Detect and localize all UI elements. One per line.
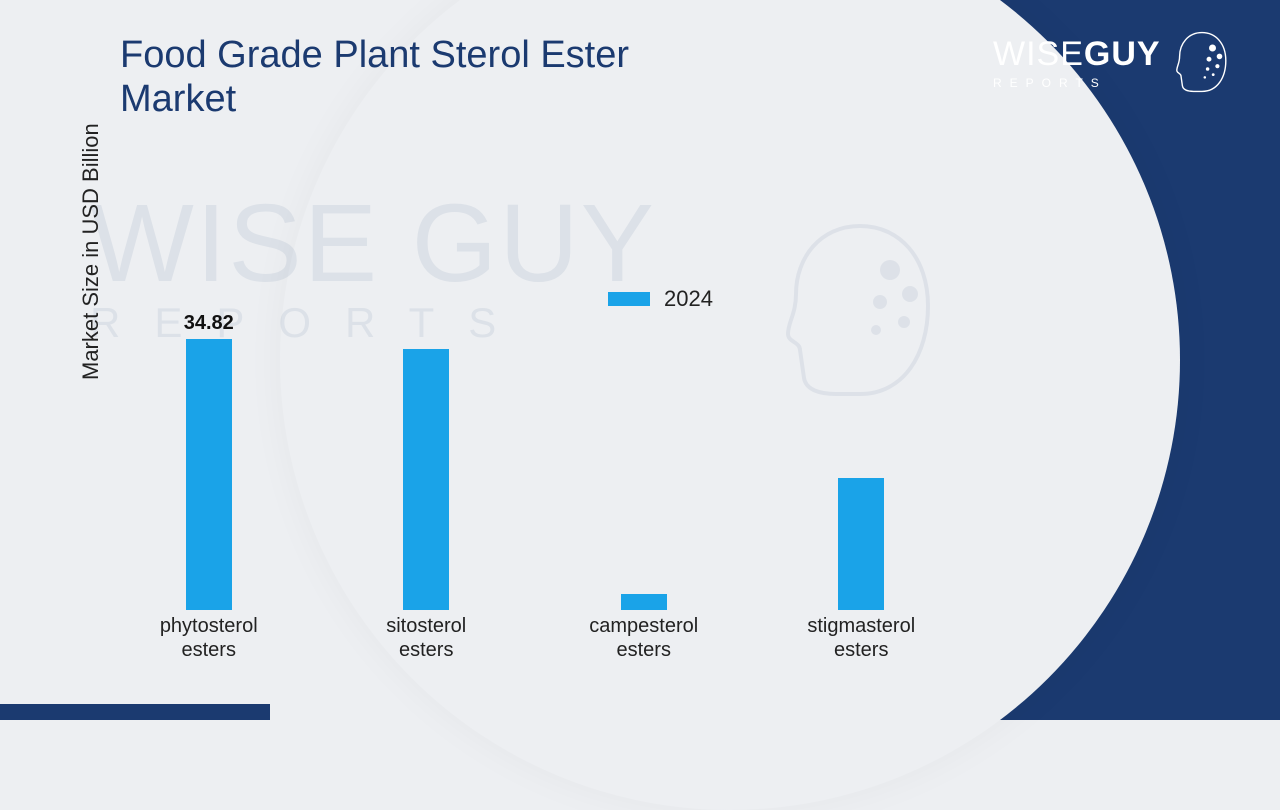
bar [186, 339, 232, 610]
chart-title: Food Grade Plant Sterol Ester Market [120, 34, 740, 121]
bottom-accent-bar [0, 704, 270, 720]
x-axis-category: campesterolesters [548, 614, 739, 662]
bar [403, 349, 449, 610]
bar [621, 594, 667, 610]
chart-legend: 2024 [608, 286, 713, 312]
brand-logo: WISEGUY REPORTS [993, 22, 1258, 102]
bar-slot: 34.82 [113, 312, 304, 610]
bar [838, 478, 884, 610]
bar-chart: 34.82 [100, 330, 970, 610]
x-axis-category: phytosterolesters [113, 614, 304, 662]
logo-wise: WISE [993, 35, 1084, 73]
bar-slot [548, 594, 739, 610]
bar-value-label: 34.82 [184, 312, 234, 335]
logo-reports: REPORTS [993, 76, 1161, 90]
legend-label: 2024 [664, 286, 713, 312]
legend-swatch [608, 292, 650, 306]
logo-guy: GUY [1084, 35, 1161, 73]
x-axis-category: sitosterolesters [331, 614, 522, 662]
x-axis-labels: phytosterolesters sitosterolesters campest… [100, 614, 970, 662]
bar-slot [331, 349, 522, 610]
x-axis-category: stigmasterolesters [766, 614, 957, 662]
logo-head-icon [1167, 27, 1237, 97]
bar-slot [766, 478, 957, 610]
